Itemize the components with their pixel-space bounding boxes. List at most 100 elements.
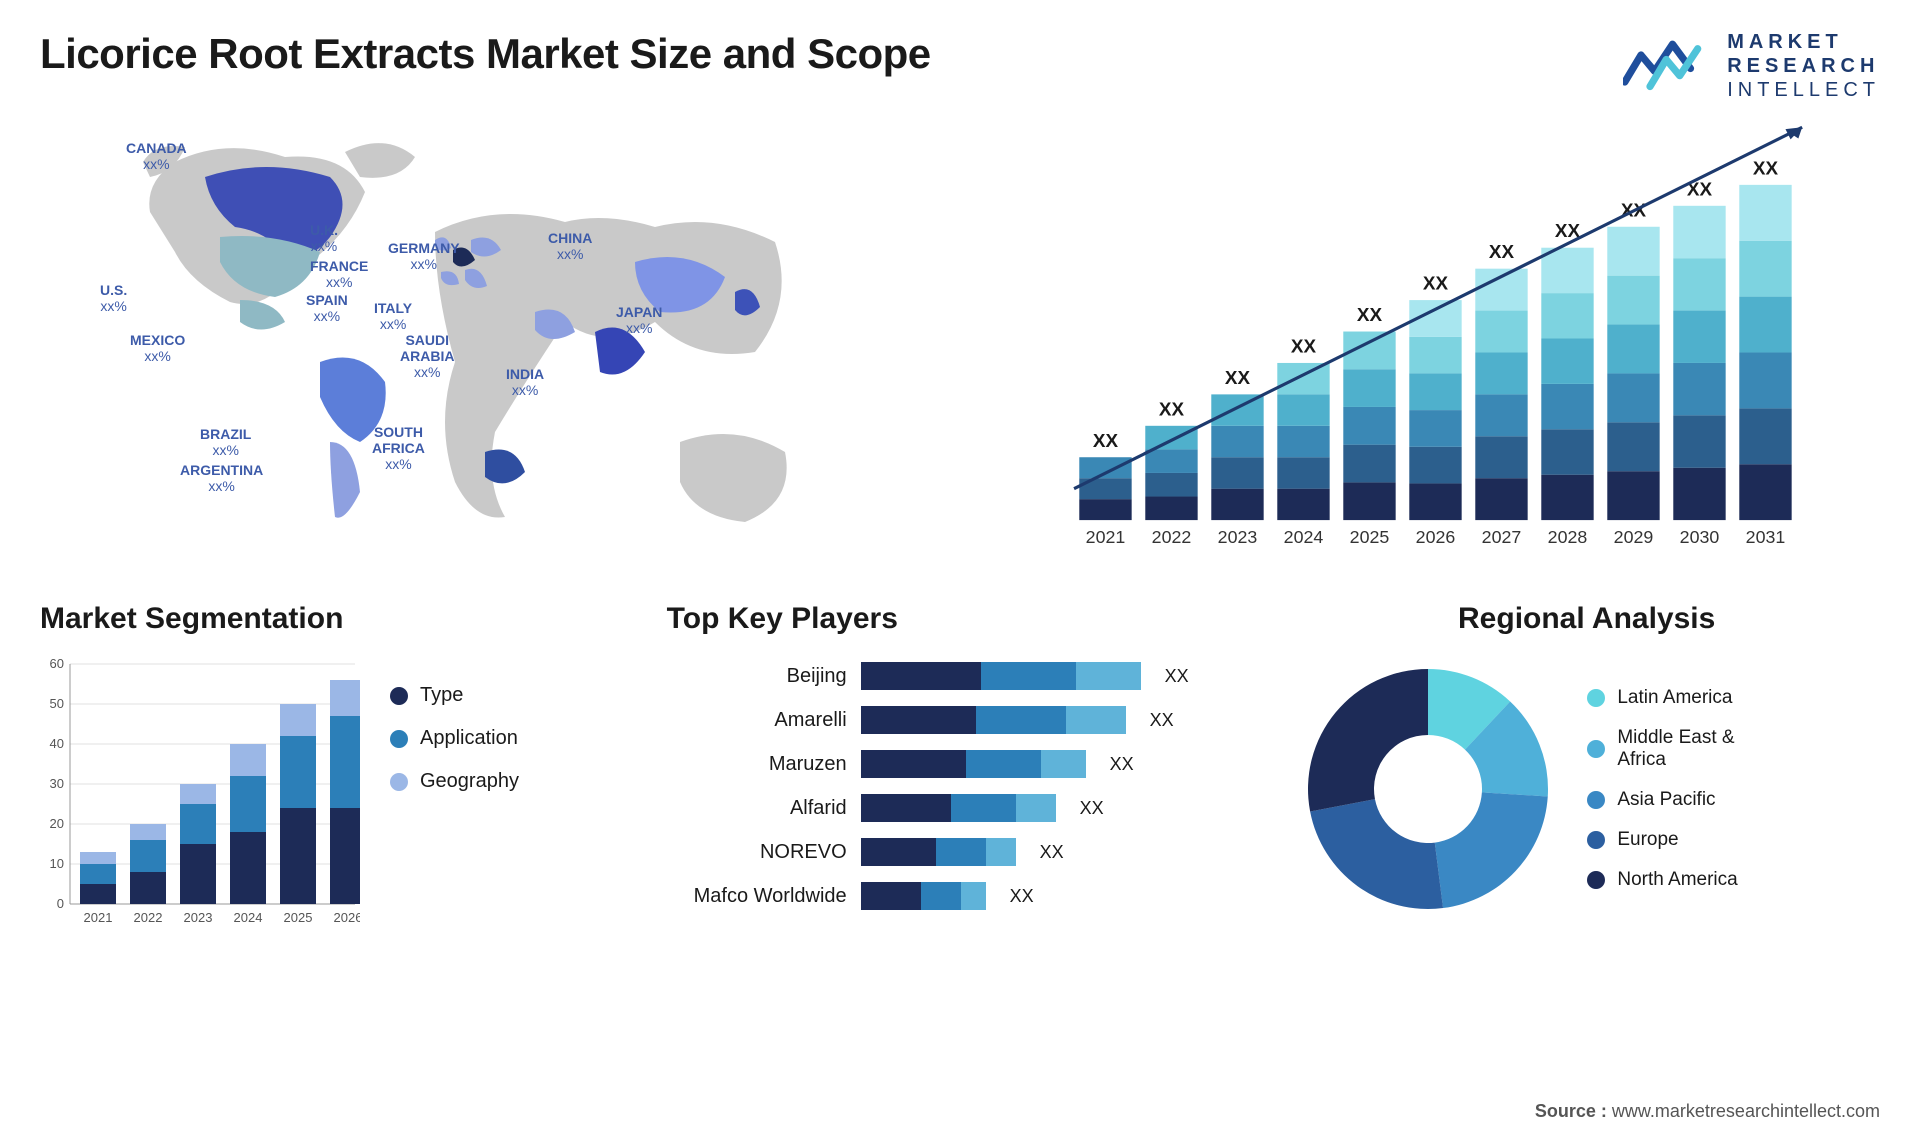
player-value: XX xyxy=(1150,710,1174,731)
player-bar xyxy=(861,838,1016,866)
region-legend-item: Middle East &Africa xyxy=(1587,727,1737,771)
map-label-mexico: MEXICOxx% xyxy=(130,332,185,364)
player-row: Maruzen XX xyxy=(677,742,1254,786)
map-label-china: CHINAxx% xyxy=(548,230,592,262)
segmentation-legend: Type Application Geography xyxy=(390,654,519,934)
player-row: Alfarid XX xyxy=(677,786,1254,830)
svg-text:2025: 2025 xyxy=(284,910,313,925)
svg-text:XX: XX xyxy=(1423,273,1449,294)
map-label-india: INDIAxx% xyxy=(506,366,544,398)
svg-text:2024: 2024 xyxy=(1284,527,1324,547)
region-legend-item: North America xyxy=(1587,869,1737,891)
player-bar xyxy=(861,706,1126,734)
page-title: Licorice Root Extracts Market Size and S… xyxy=(40,30,931,78)
svg-text:XX: XX xyxy=(1489,241,1515,262)
player-name: Maruzen xyxy=(677,753,847,776)
svg-text:2021: 2021 xyxy=(84,910,113,925)
svg-text:2026: 2026 xyxy=(334,910,360,925)
map-label-france: FRANCExx% xyxy=(310,258,368,290)
svg-text:2026: 2026 xyxy=(1416,527,1456,547)
player-bar xyxy=(861,662,1141,690)
player-row: NOREVO XX xyxy=(677,830,1254,874)
map-label-canada: CANADAxx% xyxy=(126,140,187,172)
brand-logo: MARKET RESEARCH INTELLECT xyxy=(1623,30,1880,102)
player-name: Beijing xyxy=(677,665,847,688)
map-label-saudi-arabia: SAUDIARABIAxx% xyxy=(400,332,454,380)
map-label-germany: GERMANYxx% xyxy=(388,240,460,272)
map-label-japan: JAPANxx% xyxy=(616,304,662,336)
svg-text:2031: 2031 xyxy=(1746,527,1786,547)
seg-legend-type: Type xyxy=(390,684,519,707)
key-players-title: Top Key Players xyxy=(667,602,1254,636)
map-label-south-africa: SOUTHAFRICAxx% xyxy=(372,424,425,472)
player-value: XX xyxy=(1040,842,1064,863)
svg-text:10: 10 xyxy=(50,856,64,871)
map-label-spain: SPAINxx% xyxy=(306,292,348,324)
svg-text:2029: 2029 xyxy=(1614,527,1654,547)
market-trend-chart: 2021 XX 2022 XX 2023 XX 2024 XX 2025 XX 2026 XX 2027… xyxy=(970,122,1880,562)
player-value: XX xyxy=(1080,798,1104,819)
segmentation-title: Market Segmentation xyxy=(40,602,627,636)
regional-donut-chart xyxy=(1293,654,1563,924)
seg-legend-geography: Geography xyxy=(390,770,519,793)
svg-text:2021: 2021 xyxy=(1086,527,1126,547)
player-name: NOREVO xyxy=(677,841,847,864)
svg-text:XX: XX xyxy=(1225,367,1251,388)
region-legend-item: Asia Pacific xyxy=(1587,789,1737,811)
player-name: Alfarid xyxy=(677,797,847,820)
source-url: www.marketresearchintellect.com xyxy=(1612,1101,1880,1121)
segmentation-chart: 0102030405060202120222023202420252026 xyxy=(40,654,360,934)
svg-text:0: 0 xyxy=(57,896,64,911)
svg-text:XX: XX xyxy=(1159,398,1185,419)
svg-text:XX: XX xyxy=(1753,157,1779,178)
svg-text:30: 30 xyxy=(50,776,64,791)
map-label-u-k-: U.K.xx% xyxy=(310,222,338,254)
svg-text:40: 40 xyxy=(50,736,64,751)
region-legend-item: Latin America xyxy=(1587,687,1737,709)
svg-text:2030: 2030 xyxy=(1680,527,1720,547)
regional-legend: Latin America Middle East &Africa Asia Pac… xyxy=(1587,687,1737,890)
map-label-brazil: BRAZILxx% xyxy=(200,426,251,458)
seg-legend-application: Application xyxy=(390,727,519,750)
player-row: Amarelli XX xyxy=(677,698,1254,742)
region-legend-item: Europe xyxy=(1587,829,1737,851)
player-value: XX xyxy=(1110,754,1134,775)
map-label-u-s-: U.S.xx% xyxy=(100,282,127,314)
source-attribution: Source : www.marketresearchintellect.com xyxy=(1535,1101,1880,1122)
source-label: Source : xyxy=(1535,1101,1607,1121)
player-name: Amarelli xyxy=(677,709,847,732)
svg-text:2023: 2023 xyxy=(184,910,213,925)
player-row: Beijing XX xyxy=(677,654,1254,698)
svg-text:2022: 2022 xyxy=(1152,527,1192,547)
world-map: CANADAxx% U.S.xx%MEXICOxx% BRAZILxx% ARGENT… xyxy=(40,122,930,562)
svg-text:2024: 2024 xyxy=(234,910,263,925)
svg-text:60: 60 xyxy=(50,656,64,671)
logo-mark-icon xyxy=(1623,34,1713,99)
map-label-argentina: ARGENTINAxx% xyxy=(180,462,263,494)
player-bar xyxy=(861,750,1086,778)
svg-text:50: 50 xyxy=(50,696,64,711)
svg-text:2023: 2023 xyxy=(1218,527,1258,547)
logo-line2: RESEARCH xyxy=(1727,54,1880,78)
player-name: Mafco Worldwide xyxy=(677,885,847,908)
logo-line1: MARKET xyxy=(1727,30,1880,54)
regional-title: Regional Analysis xyxy=(1293,602,1880,636)
svg-text:XX: XX xyxy=(1357,304,1383,325)
player-bar xyxy=(861,882,986,910)
key-players-chart: BeijingXXAmarelliXXMaruzenXXAlfaridXXNOR… xyxy=(667,654,1254,918)
svg-text:20: 20 xyxy=(50,816,64,831)
svg-text:2028: 2028 xyxy=(1548,527,1588,547)
key-players-panel: Top Key Players BeijingXXAmarelliXXMaruz… xyxy=(667,602,1254,962)
regional-panel: Regional Analysis Latin America Middle Ea… xyxy=(1293,602,1880,962)
player-value: XX xyxy=(1165,666,1189,687)
player-row: Mafco Worldwide XX xyxy=(677,874,1254,918)
map-label-italy: ITALYxx% xyxy=(374,300,412,332)
svg-text:XX: XX xyxy=(1093,430,1119,451)
market-segmentation-panel: Market Segmentation 0 10 20 30 40 50 60 2021 202… xyxy=(40,602,627,962)
player-bar xyxy=(861,794,1056,822)
player-value: XX xyxy=(1010,886,1034,907)
logo-line3: INTELLECT xyxy=(1727,78,1880,102)
svg-text:2027: 2027 xyxy=(1482,527,1522,547)
svg-text:XX: XX xyxy=(1291,335,1317,356)
svg-text:2025: 2025 xyxy=(1350,527,1390,547)
